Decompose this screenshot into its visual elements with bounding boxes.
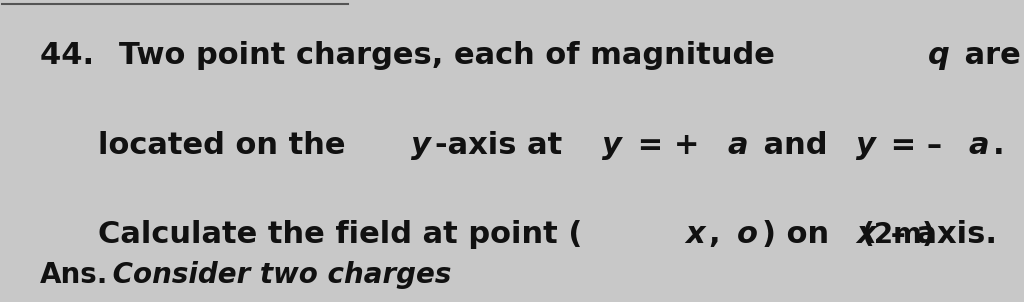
Text: a: a: [727, 130, 749, 159]
Text: o: o: [736, 220, 758, 249]
Text: ) on: ) on: [762, 220, 840, 249]
Text: are: are: [954, 41, 1021, 70]
Text: y: y: [856, 130, 876, 159]
Text: Calculate the field at point (: Calculate the field at point (: [97, 220, 582, 249]
Text: y: y: [602, 130, 623, 159]
Text: -axis at: -axis at: [435, 130, 573, 159]
Text: .: .: [993, 130, 1005, 159]
Text: = –: = –: [880, 130, 952, 159]
Text: located on the: located on the: [97, 130, 355, 159]
Text: Ans.: Ans.: [40, 261, 109, 289]
Text: ,: ,: [710, 220, 732, 249]
Text: (2m): (2m): [862, 221, 936, 249]
Text: Consider two chargеs: Consider two chargеs: [102, 261, 451, 289]
Text: x: x: [856, 220, 876, 249]
Text: – axis.: – axis.: [880, 220, 997, 249]
Text: a: a: [969, 130, 989, 159]
Text: = +: = +: [627, 130, 710, 159]
Text: Two point charges, each of magnitude: Two point charges, each of magnitude: [119, 41, 785, 70]
Text: 44.: 44.: [40, 41, 104, 70]
Text: x: x: [686, 220, 706, 249]
Text: and: and: [753, 130, 838, 159]
Text: y: y: [411, 130, 431, 159]
Text: q: q: [928, 41, 949, 70]
